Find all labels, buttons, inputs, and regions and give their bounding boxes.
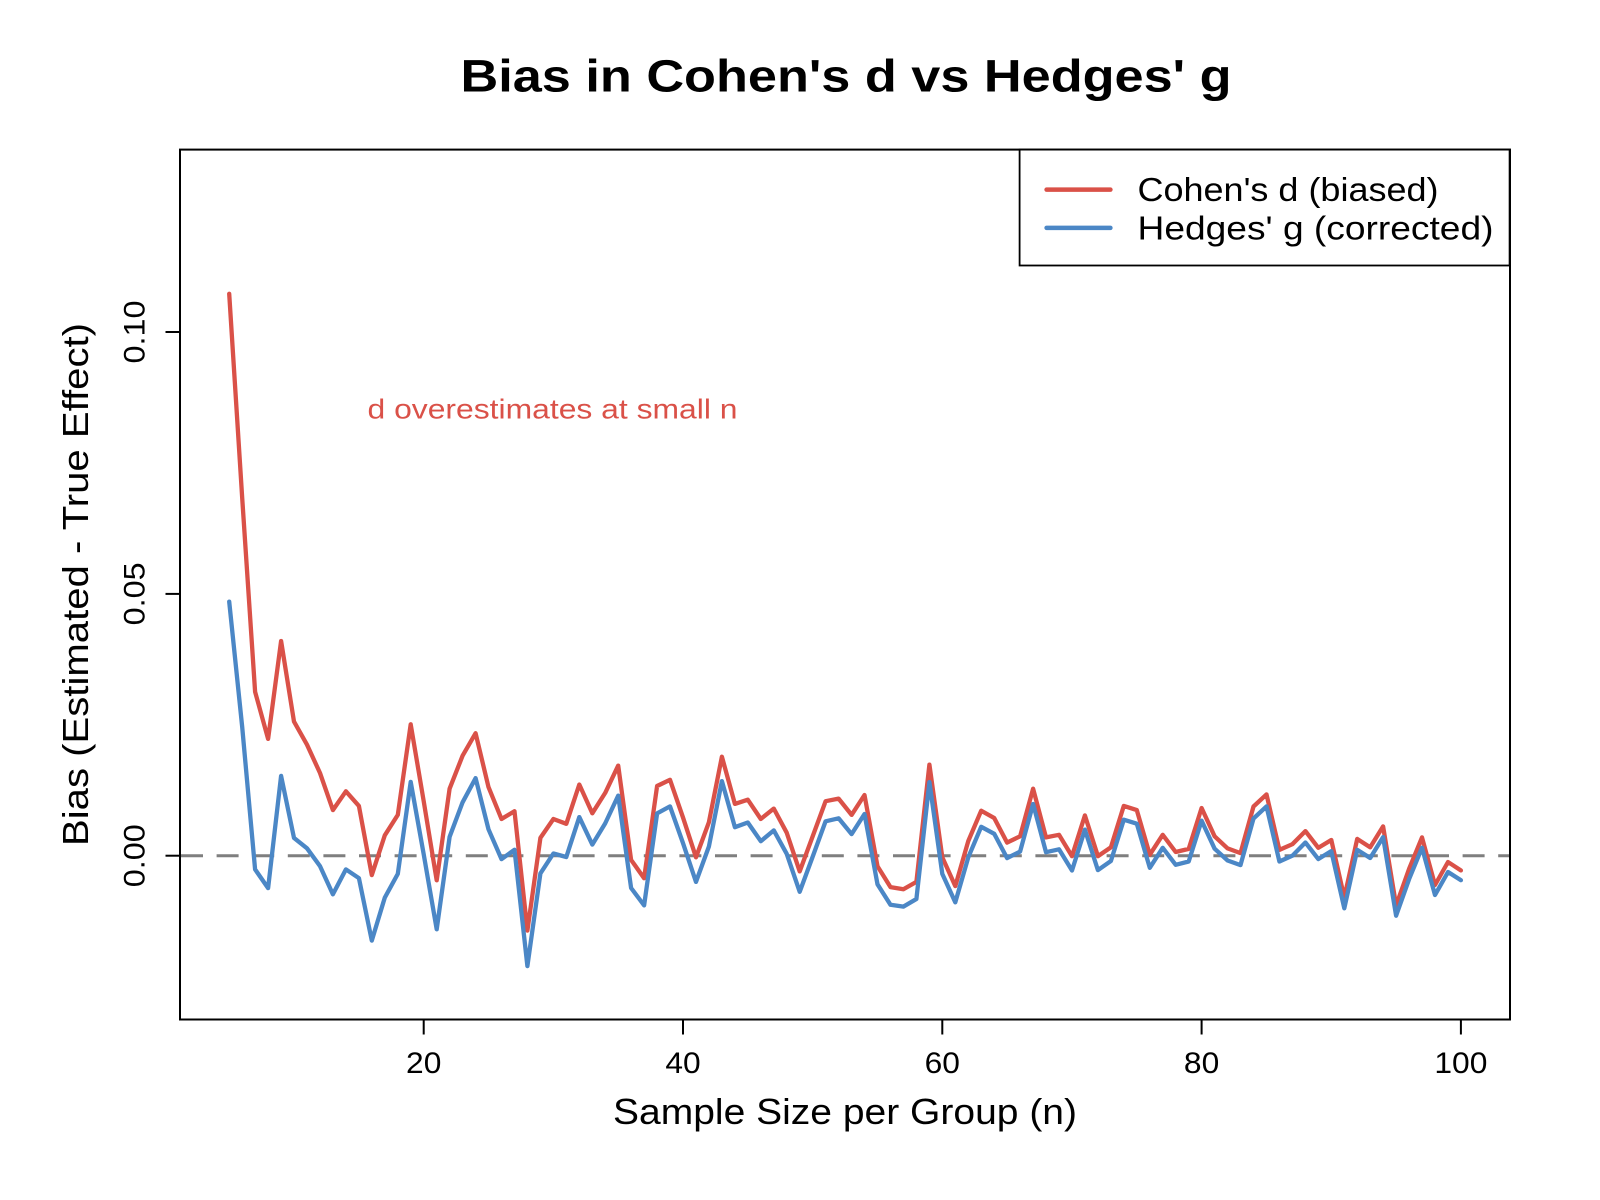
svg-text:d overestimates at small n: d overestimates at small n <box>368 393 738 424</box>
svg-text:80: 80 <box>1184 1047 1219 1080</box>
svg-text:40: 40 <box>665 1047 700 1080</box>
svg-text:20: 20 <box>406 1047 441 1080</box>
svg-text:Cohen's d (biased): Cohen's d (biased) <box>1138 171 1439 208</box>
svg-text:0.10: 0.10 <box>119 301 152 364</box>
svg-text:Bias (Estimated - True Effect): Bias (Estimated - True Effect) <box>55 323 96 846</box>
svg-text:60: 60 <box>925 1047 960 1080</box>
svg-text:Sample Size per Group (n): Sample Size per Group (n) <box>613 1091 1077 1132</box>
svg-text:Bias in Cohen's d vs Hedges' g: Bias in Cohen's d vs Hedges' g <box>461 51 1232 102</box>
svg-text:0.00: 0.00 <box>119 824 152 887</box>
svg-text:0.05: 0.05 <box>119 562 152 625</box>
svg-text:Hedges' g (corrected): Hedges' g (corrected) <box>1138 209 1494 246</box>
svg-text:100: 100 <box>1434 1047 1487 1080</box>
